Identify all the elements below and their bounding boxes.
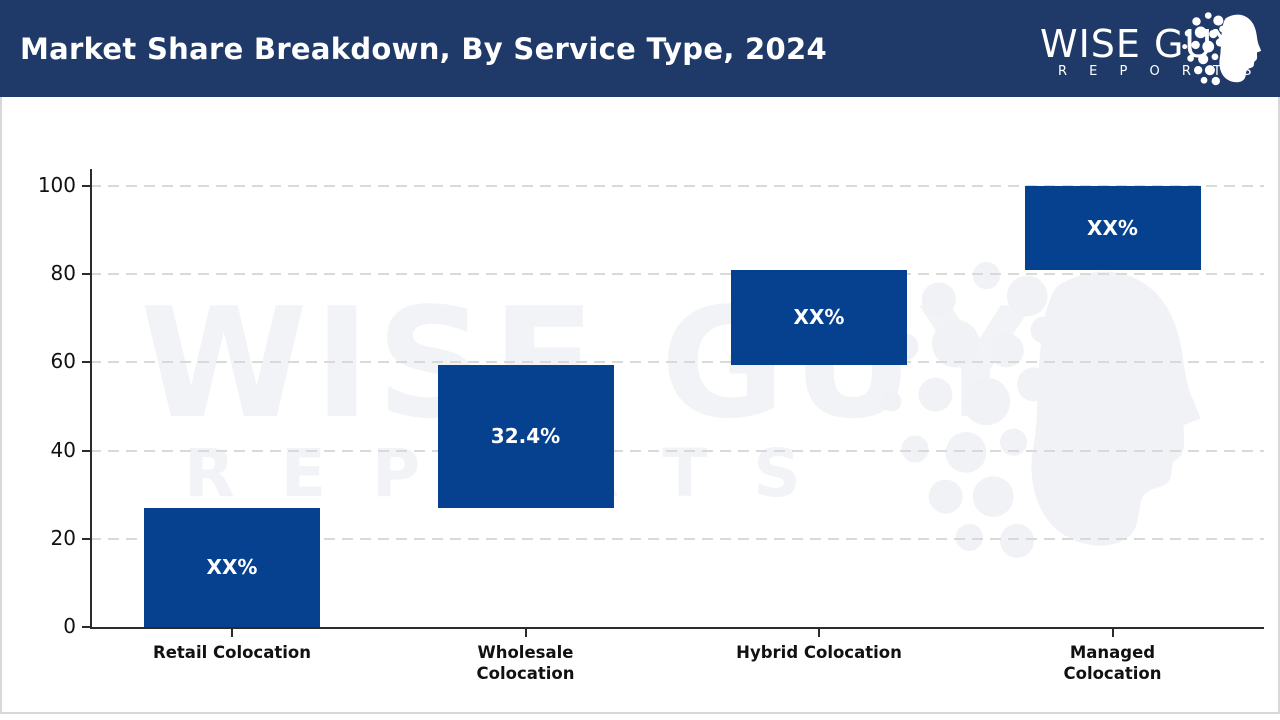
x-tick-mark: [231, 629, 233, 637]
bar-value-label: XX%: [793, 305, 845, 330]
bar-1: XX%: [144, 507, 320, 627]
y-tick-label: 100: [37, 173, 76, 197]
y-tick-mark: [82, 449, 90, 452]
y-tick-label: 0: [63, 614, 76, 638]
gridline-40: [90, 449, 1264, 452]
gridline-80: [90, 273, 1264, 276]
y-tick-label: 20: [50, 525, 76, 550]
y-tick-mark: [82, 185, 90, 187]
category-label: Hybrid Colocation: [736, 643, 902, 662]
y-tick-label: 60: [50, 349, 76, 374]
bar-4: XX%: [1024, 186, 1201, 270]
category-label: Retail Colocation: [153, 643, 311, 662]
y-tick-mark: [82, 273, 90, 276]
x-tick-mark: [1111, 629, 1114, 637]
y-axis-line: [90, 169, 92, 629]
gridline-20: [90, 537, 1264, 540]
x-tick-mark: [818, 629, 820, 637]
bar-3: XX%: [731, 269, 907, 366]
y-tick-label: 40: [50, 437, 76, 462]
wise-guy-logo: WISE GUY R E P O R T S: [1016, 6, 1266, 92]
y-tick-mark: [82, 626, 90, 628]
y-tick-mark: [82, 361, 90, 364]
y-tick-mark: [82, 537, 90, 540]
dotted-head-icon: [1182, 12, 1262, 86]
x-axis-line: [90, 627, 1264, 629]
bar-value-label: 32.4%: [490, 424, 561, 449]
x-tick-mark: [524, 629, 527, 637]
category-label: Managed Colocation: [1063, 643, 1162, 684]
bar-2: 32.4%: [437, 365, 614, 508]
watermark-head-icon: [881, 262, 1201, 558]
bar-value-label: XX%: [1087, 215, 1138, 240]
header-bar: Market Share Breakdown, By Service Type,…: [0, 0, 1280, 97]
page-title: Market Share Breakdown, By Service Type,…: [20, 31, 827, 66]
gridline-60: [90, 361, 1264, 364]
logo-subtitle: R E P O R T S: [1058, 64, 1261, 79]
category-label: Wholesale Colocation: [476, 643, 575, 684]
y-tick-label: 80: [50, 261, 76, 286]
plot-area: 0 20 40 60 80 100 XX% Retail Colocation 32.4% Who…: [2, 97, 1278, 712]
gridline-100: [90, 185, 1264, 187]
bar-value-label: XX%: [206, 555, 258, 580]
